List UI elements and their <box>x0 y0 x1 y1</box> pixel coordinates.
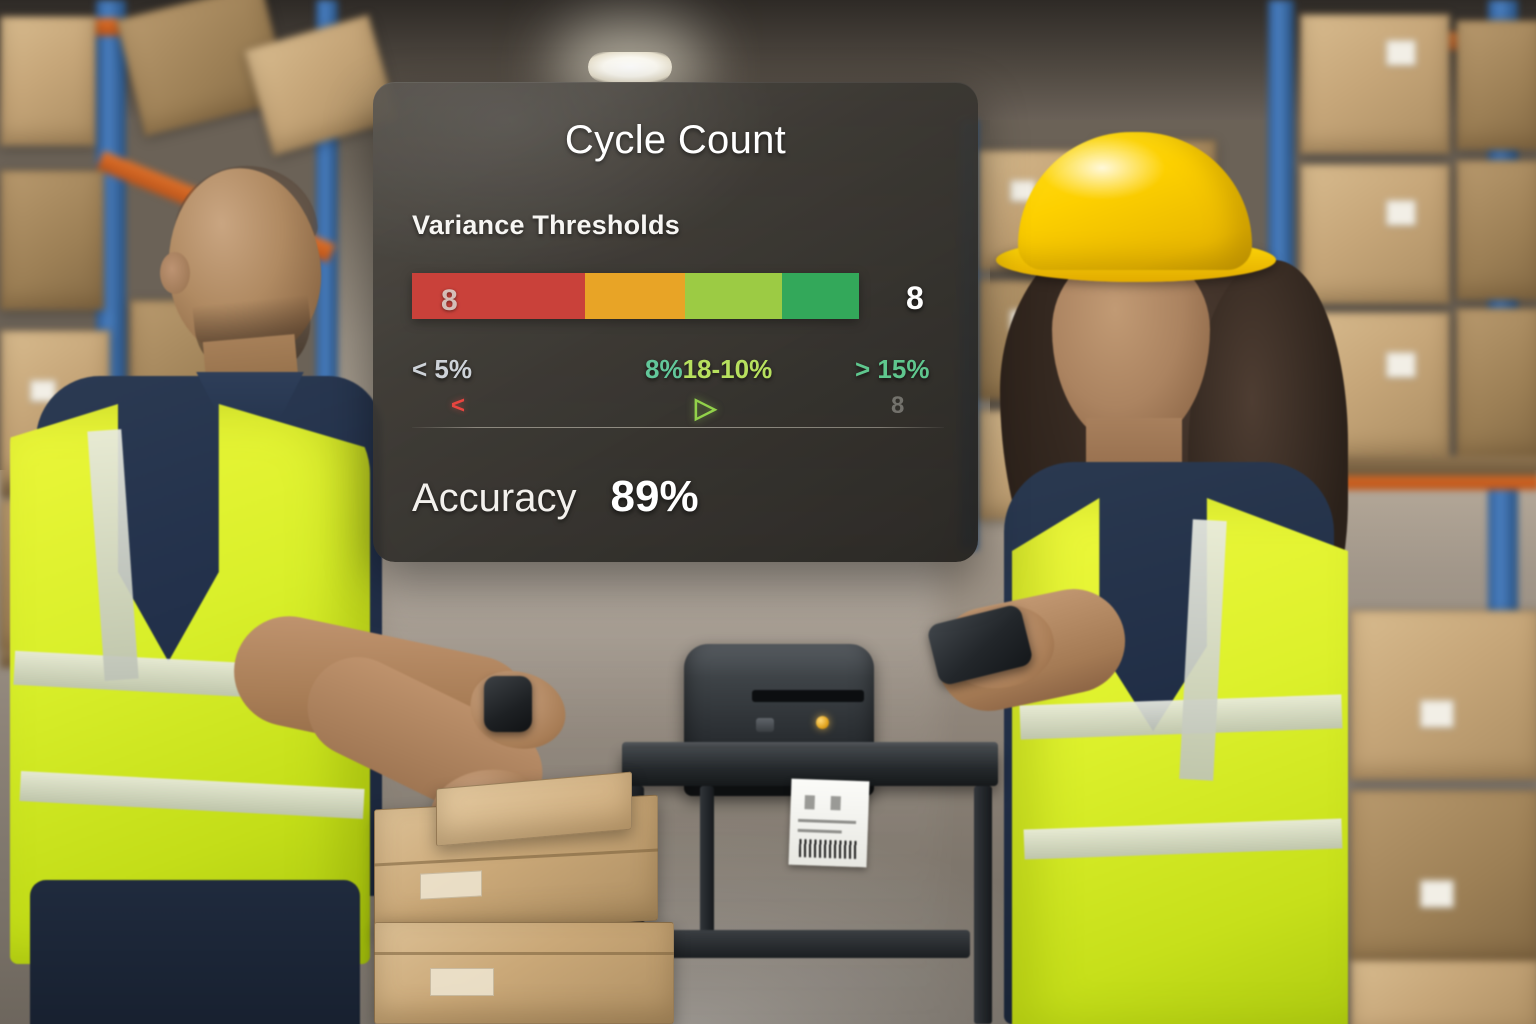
bar-segment-warning[interactable] <box>584 273 686 319</box>
handheld-scanner <box>484 676 532 732</box>
printer-output-slot <box>752 690 864 702</box>
threshold-label-high: > 15% <box>855 354 930 384</box>
left-worker-ear <box>160 252 190 294</box>
threshold-label-mid-a: 8% <box>645 354 683 384</box>
left-worker-trousers <box>30 880 360 1024</box>
accuracy-row: Accuracy 89% <box>412 472 699 522</box>
threshold-label-low: < 5% <box>412 354 472 384</box>
accuracy-label: Accuracy <box>412 476 577 520</box>
bar-segment-critical[interactable] <box>412 273 585 319</box>
right-worker-face <box>1052 250 1210 448</box>
variance-threshold-bar[interactable] <box>412 273 859 319</box>
accuracy-value: 89% <box>610 472 699 521</box>
bar-inline-value: 8 <box>441 284 458 317</box>
page-title: Cycle Count <box>564 118 787 162</box>
threshold-label-mid: 8%18-10% <box>645 354 772 385</box>
cycle-count-overlay-panel: Cycle Count Variance Thresholds 8 8 < 5%… <box>373 82 978 562</box>
threshold-label-mid-b: 18-10% <box>682 354 773 384</box>
threshold-marker-row: < ▷ 8 <box>373 394 978 424</box>
printed-label <box>788 778 870 868</box>
faint-eight-marker-icon: 8 <box>891 392 905 419</box>
printer-brand-badge <box>756 718 774 732</box>
less-than-marker-icon: < <box>451 392 466 419</box>
printer-status-led <box>816 716 829 729</box>
bar-segment-caution[interactable] <box>685 273 783 319</box>
bar-segment-good[interactable] <box>782 273 859 319</box>
threshold-label-row: < 5% 8%18-10% > 15% <box>373 354 978 390</box>
cart-lower-shelf <box>650 930 970 958</box>
panel-divider <box>412 427 944 428</box>
ceiling-light-icon <box>588 52 672 82</box>
play-triangle-marker-icon: ▷ <box>695 392 717 423</box>
bar-right-value: 8 <box>906 280 924 316</box>
variance-thresholds-heading: Variance Thresholds <box>412 210 680 240</box>
